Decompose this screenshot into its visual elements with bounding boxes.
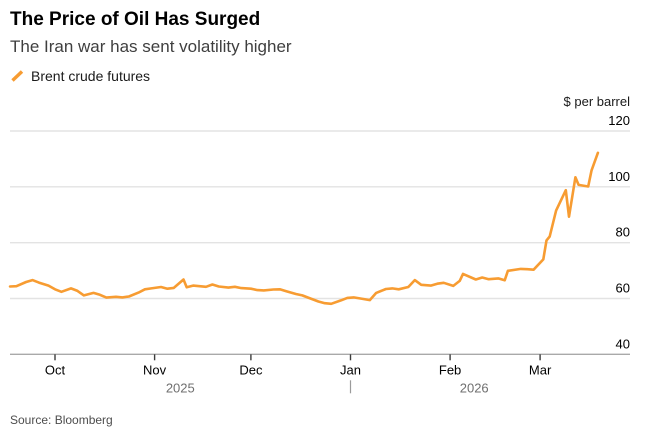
- y-tick-label: 40: [616, 336, 630, 351]
- source-note: Source: Bloomberg: [10, 413, 113, 427]
- x-tick-label: Dec: [239, 362, 263, 377]
- chart-subtitle: The Iran war has sent volatility higher: [10, 37, 292, 56]
- y-axis-unit-label: $ per barrel: [563, 94, 630, 109]
- y-tick-label: 120: [608, 113, 630, 128]
- x-tick-label: Nov: [143, 362, 167, 377]
- year-label: 2025: [166, 380, 195, 395]
- year-label: 2026: [460, 380, 489, 395]
- chart-title: The Price of Oil Has Surged: [10, 9, 261, 30]
- brent-crude-futures-line: [8, 151, 600, 306]
- x-tick-label: Mar: [529, 362, 552, 377]
- legend-line-mark-icon: [11, 70, 24, 82]
- y-tick-label: 100: [608, 169, 630, 184]
- x-tick-label: Jan: [340, 362, 361, 377]
- y-tick-label: 60: [616, 281, 630, 296]
- legend: Brent crude futures: [10, 67, 150, 85]
- y-tick-label: 80: [616, 225, 630, 240]
- x-tick-label: Feb: [439, 362, 461, 377]
- legend-label: Brent crude futures: [31, 68, 151, 84]
- x-tick-label: Oct: [45, 362, 66, 377]
